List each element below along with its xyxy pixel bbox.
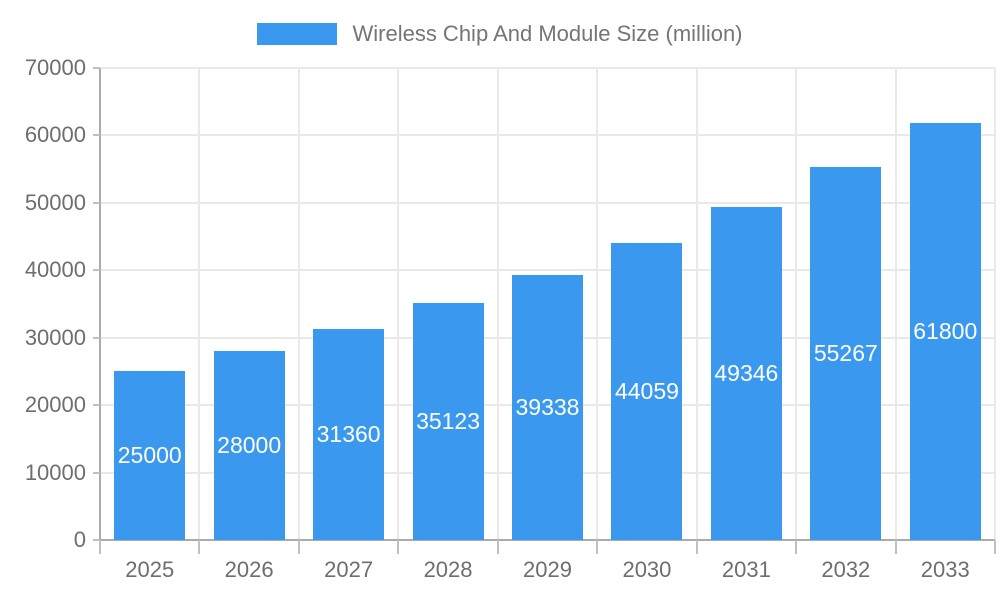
- x-axis-label-2031: 2031: [721, 557, 771, 582]
- x-tick-mark: [994, 540, 996, 554]
- y-tick-mark: [93, 404, 100, 407]
- x-axis-label-2029: 2029: [523, 557, 572, 582]
- y-tick-mark: [93, 134, 100, 137]
- x-axis-line: [93, 539, 995, 541]
- y-axis-label: 70000: [24, 55, 86, 80]
- bar-2029[interactable]: 39338: [512, 274, 583, 540]
- vertical-gridline: [994, 68, 996, 540]
- bar-value-label: 44059: [614, 377, 679, 404]
- y-axis-label: 60000: [24, 122, 86, 148]
- bar-2032[interactable]: 55267: [810, 167, 882, 540]
- y-tick-mark: [93, 336, 100, 339]
- bar-value-label: 35123: [416, 408, 481, 435]
- legend-swatch[interactable]: [257, 23, 338, 45]
- plot-area: 25000 28000 31360 35123 39338 44059 49346 55267…: [93, 67, 996, 554]
- horizontal-gridline: [100, 269, 995, 272]
- horizontal-gridline: [100, 67, 995, 69]
- vertical-gridline: [496, 68, 499, 540]
- vertical-gridline: [695, 68, 698, 540]
- x-axis-label-2033: 2033: [920, 557, 970, 582]
- y-tick-mark: [93, 67, 100, 69]
- x-axis-label-2026: 2026: [224, 557, 274, 582]
- bar-value-label: 61800: [913, 318, 978, 345]
- x-axis-label-2025: 2025: [125, 557, 175, 582]
- y-axis-label: 50000: [24, 189, 86, 215]
- x-axis-label-2030: 2030: [622, 557, 672, 582]
- horizontal-gridline: [100, 201, 995, 204]
- vertical-gridline: [198, 68, 201, 540]
- y-axis-label: 20000: [24, 392, 86, 418]
- x-tick-mark: [198, 540, 201, 554]
- bar-2027[interactable]: 31360: [313, 328, 385, 540]
- bar-value-label: 28000: [217, 432, 282, 459]
- x-axis-label-2027: 2027: [324, 557, 374, 582]
- bar-value-label: 25000: [117, 442, 182, 469]
- y-axis-label: 10000: [24, 459, 86, 485]
- bar-value-label: 49346: [714, 360, 779, 387]
- y-axis-label: 40000: [24, 257, 86, 283]
- bar-value-label: 31360: [316, 420, 381, 447]
- y-axis-label: 30000: [24, 324, 86, 350]
- x-tick-mark: [596, 540, 599, 554]
- y-tick-mark: [93, 201, 100, 204]
- x-axis-label-2028: 2028: [423, 557, 473, 582]
- vertical-gridline: [297, 68, 300, 540]
- y-tick-mark: [93, 539, 100, 541]
- x-tick-mark: [695, 540, 698, 554]
- legend: Wireless Chip And Module Size (million): [0, 23, 1000, 45]
- bar-2026[interactable]: 28000: [213, 351, 285, 540]
- x-axis-label-2032: 2032: [821, 557, 871, 582]
- legend-label: Wireless Chip And Module Size (million): [352, 21, 743, 46]
- x-tick-mark: [894, 540, 897, 554]
- bar-2031[interactable]: 49346: [710, 207, 782, 540]
- bar-2030[interactable]: 44059: [611, 242, 683, 540]
- bar-2033[interactable]: 61800: [909, 123, 981, 540]
- vertical-gridline: [795, 68, 798, 540]
- x-tick-mark: [496, 540, 499, 554]
- x-tick-mark: [795, 540, 798, 554]
- x-tick-mark: [297, 540, 300, 554]
- y-tick-mark: [93, 269, 100, 272]
- bar-2025[interactable]: 25000: [114, 371, 186, 540]
- vertical-gridline: [894, 68, 897, 540]
- bar-value-label: 55267: [813, 340, 878, 367]
- vertical-gridline: [397, 68, 400, 540]
- vertical-gridline: [596, 68, 599, 540]
- x-tick-mark: [397, 540, 400, 554]
- x-tick-mark: [99, 540, 101, 554]
- y-axis-label: 0: [73, 527, 86, 552]
- horizontal-gridline: [100, 134, 995, 137]
- bar-value-label: 39338: [515, 393, 580, 420]
- y-axis-line: [99, 68, 101, 540]
- bar-2028[interactable]: 35123: [412, 303, 484, 540]
- y-tick-mark: [93, 471, 100, 474]
